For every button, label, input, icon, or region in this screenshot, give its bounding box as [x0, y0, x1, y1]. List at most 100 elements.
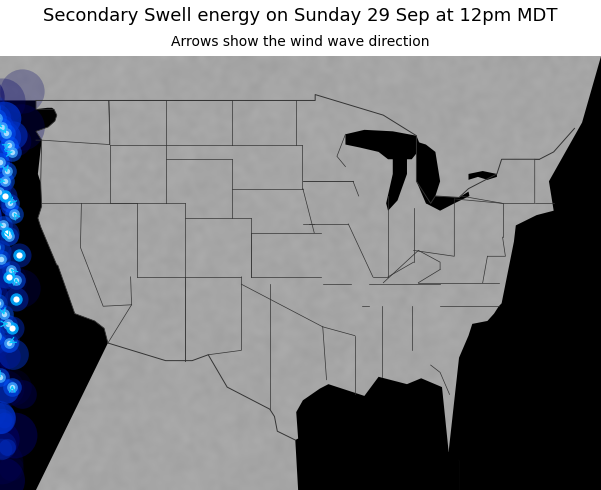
Point	[0, 332, 1, 340]
Point	[0, 255, 6, 263]
Point	[0, 158, 5, 166]
Point	[2, 229, 11, 237]
Polygon shape	[346, 130, 421, 159]
Point	[8, 350, 17, 358]
Point	[0, 373, 5, 381]
Point	[5, 141, 14, 148]
Point	[5, 141, 14, 148]
Point	[3, 320, 13, 328]
Point	[1, 129, 10, 137]
Point	[0, 185, 1, 193]
Point	[5, 339, 14, 347]
Point	[0, 192, 10, 200]
Point	[7, 383, 17, 391]
Point	[4, 203, 13, 211]
Point	[2, 229, 11, 237]
Point	[0, 147, 8, 154]
Point	[0, 118, 6, 126]
Point	[0, 188, 4, 196]
Point	[7, 383, 17, 391]
Polygon shape	[0, 56, 108, 490]
Point	[0, 414, 5, 421]
Point	[4, 232, 13, 240]
Point	[0, 188, 4, 196]
Point	[0, 114, 8, 122]
Point	[0, 177, 10, 185]
Point	[4, 352, 13, 360]
Point	[11, 276, 21, 284]
Point	[2, 229, 11, 237]
Point	[0, 183, 8, 191]
Point	[10, 210, 19, 218]
Point	[0, 299, 3, 307]
Polygon shape	[108, 377, 459, 490]
Point	[10, 210, 19, 218]
Point	[0, 97, 7, 104]
Point	[0, 133, 8, 141]
Point	[0, 332, 1, 340]
Point	[7, 324, 17, 332]
Point	[7, 148, 17, 156]
Point	[7, 266, 16, 273]
Point	[0, 413, 2, 421]
Point	[11, 276, 21, 284]
Point	[0, 177, 10, 185]
Point	[0, 299, 3, 307]
Point	[0, 441, 7, 449]
Text: Secondary Swell energy on Sunday 29 Sep at 12pm MDT: Secondary Swell energy on Sunday 29 Sep …	[43, 7, 558, 25]
Point	[0, 123, 7, 131]
Point	[11, 276, 21, 284]
Point	[0, 192, 10, 200]
Point	[5, 141, 14, 148]
Point	[0, 271, 9, 279]
Point	[5, 273, 14, 281]
Point	[0, 221, 8, 229]
Point	[5, 199, 15, 207]
Point	[11, 295, 21, 303]
Point	[7, 464, 16, 472]
Point	[4, 232, 13, 240]
Point	[0, 114, 2, 122]
Point	[0, 123, 7, 131]
Point	[7, 148, 17, 156]
Point	[1, 129, 10, 137]
Point	[0, 476, 6, 484]
Point	[3, 337, 13, 344]
Point	[0, 221, 8, 229]
Point	[0, 435, 5, 443]
Point	[17, 88, 26, 96]
Point	[11, 295, 21, 303]
Point	[10, 210, 19, 218]
Point	[0, 373, 5, 381]
Polygon shape	[469, 171, 497, 180]
Point	[3, 320, 13, 328]
Point	[8, 131, 17, 139]
Point	[1, 387, 11, 394]
Point	[0, 458, 5, 466]
Point	[0, 247, 4, 255]
Point	[0, 299, 3, 307]
Point	[0, 310, 8, 318]
Point	[0, 121, 7, 129]
Point	[0, 373, 5, 381]
Point	[10, 431, 19, 439]
Polygon shape	[416, 142, 440, 203]
Point	[2, 276, 12, 284]
Polygon shape	[385, 143, 407, 211]
Point	[0, 100, 2, 108]
Point	[5, 199, 15, 207]
Point	[0, 445, 6, 453]
Point	[0, 114, 2, 122]
Text: Arrows show the wind wave direction: Arrows show the wind wave direction	[171, 35, 430, 49]
Point	[7, 148, 17, 156]
Point	[7, 383, 17, 391]
Point	[2, 443, 11, 451]
Point	[11, 295, 21, 303]
Point	[2, 167, 11, 175]
Point	[5, 339, 14, 347]
Point	[7, 266, 16, 273]
Point	[7, 266, 16, 273]
Point	[16, 123, 26, 131]
Point	[8, 383, 17, 391]
Point	[5, 273, 14, 281]
